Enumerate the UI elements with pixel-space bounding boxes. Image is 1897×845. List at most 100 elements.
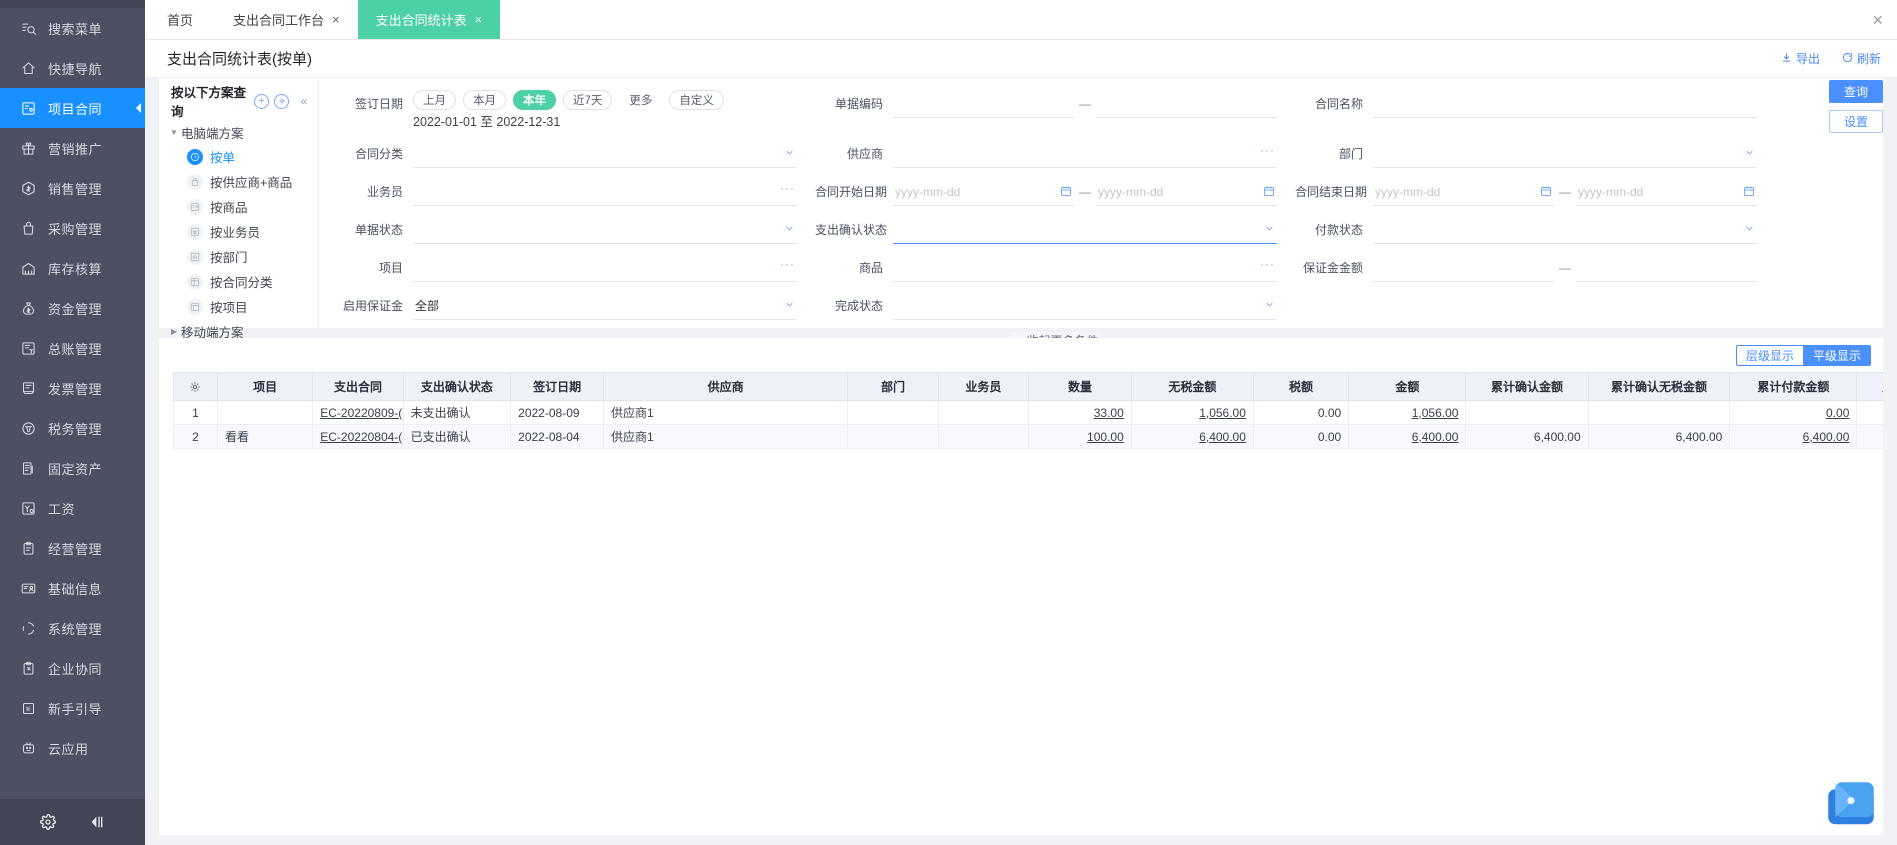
sidebar-item-15[interactable]: 系统管理	[0, 608, 145, 648]
sidebar-menu[interactable]: 搜索菜单 快捷导航 项目合同 营销推广 销售管理 采购管理 库存核算 资金管理 总账管理 发票管理…	[0, 8, 145, 799]
scheme-node-0-3[interactable]: 按业务员	[159, 219, 318, 244]
sidebar-item-14[interactable]: 基础信息	[0, 568, 145, 608]
bill-code-input[interactable]	[893, 90, 1074, 118]
add-scheme-icon[interactable]: +	[254, 93, 269, 109]
tab-1[interactable]: 支出合同工作台 ×	[215, 0, 358, 39]
sidebar-item-9[interactable]: 发票管理	[0, 368, 145, 408]
sidebar-item-6[interactable]: 库存核算	[0, 248, 145, 288]
tab-close-icon[interactable]: ×	[332, 12, 340, 27]
scheme-group-0[interactable]: ▼ 电脑端方案	[159, 120, 318, 144]
sidebar-item-16[interactable]: 企业协同	[0, 648, 145, 688]
refresh-button[interactable]: 刷新	[1842, 50, 1881, 67]
sidebar-item-5[interactable]: 采购管理	[0, 208, 145, 248]
bill-status-input[interactable]	[413, 216, 797, 244]
cell-tax: 0.00	[1252, 400, 1350, 425]
salesperson-input[interactable]	[413, 178, 797, 206]
gear-icon[interactable]	[40, 814, 57, 830]
query-button[interactable]: 查询	[1829, 80, 1883, 103]
sidebar-item-7[interactable]: 资金管理	[0, 288, 145, 328]
deposit-amount-input-2[interactable]	[1576, 254, 1757, 282]
chevron-right-icon[interactable]: ▶	[170, 326, 178, 336]
sidebar-item-11[interactable]: 固定资产	[0, 448, 145, 488]
sidebar-item-2[interactable]: 项目合同	[0, 88, 145, 128]
deposit-amount-input[interactable]	[1373, 254, 1554, 282]
sidebar-item-17[interactable]: 新 新手引导	[0, 688, 145, 728]
sidebar-item-3[interactable]: 营销推广	[0, 128, 145, 168]
complete-status-input[interactable]	[893, 292, 1277, 320]
scheme-node-0-0[interactable]: 按单	[159, 144, 318, 169]
date-quick-1[interactable]: 本月	[463, 90, 506, 110]
goods-input[interactable]	[893, 254, 1277, 282]
cell-link-amount_no_tax[interactable]: 1,056.00	[1199, 405, 1246, 420]
header-actions: 导出 刷新	[1781, 50, 1881, 67]
sidebar-item-18[interactable]: 云应用	[0, 728, 145, 768]
cell-link-contract[interactable]: EC-20220804-(	[320, 429, 403, 444]
department-input[interactable]	[1373, 140, 1757, 168]
supplier-input[interactable]	[893, 140, 1277, 168]
scheme-tree[interactable]: ▼ 电脑端方案 按单 按供应商+商品 按商品 按业务员 按部门 按合同分类 按项目 ▶ 移动端方案	[159, 114, 318, 343]
close-all-tabs-button[interactable]: ×	[1872, 9, 1883, 30]
hierarchy-display-button[interactable]: 层级显示	[1735, 344, 1803, 366]
cell-link-contract[interactable]: EC-20220809-(	[320, 405, 403, 420]
scheme-collapse-icon[interactable]: «	[300, 94, 308, 108]
supplier-goods-icon	[187, 173, 203, 190]
date-quick-5[interactable]: 自定义	[669, 90, 724, 110]
cell-link-qty[interactable]: 100.00	[1087, 429, 1124, 444]
scheme-node-0-2[interactable]: 按商品	[159, 194, 318, 219]
collapse-panel-icon[interactable]	[89, 814, 105, 830]
contract-start-date-input-2[interactable]	[1096, 178, 1277, 206]
date-range-text[interactable]: 2022-01-01 至 2022-12-31	[413, 115, 561, 129]
sidebar-item-4[interactable]: 销售管理	[0, 168, 145, 208]
chevron-down-icon[interactable]: ▼	[170, 127, 178, 137]
scheme-settings-icon[interactable]	[274, 93, 289, 109]
sidebar-item-1[interactable]: 快捷导航	[0, 48, 145, 88]
scheme-node-0-1[interactable]: 按供应商+商品	[159, 169, 318, 194]
cell-link-qty[interactable]: 33.00	[1093, 405, 1124, 420]
contract-end-date-input[interactable]	[1373, 178, 1554, 206]
flat-display-button[interactable]: 平级显示	[1802, 344, 1871, 366]
tab-bar[interactable]: 首页 支出合同工作台 × 支出合同统计表 × ×	[145, 0, 1897, 40]
table-row[interactable]: 1 EC-20220809-(未支出确认 2022-08-09 供应商1 33.00 1,…	[173, 400, 1883, 425]
scheme-node-0-4[interactable]: 按部门	[159, 244, 318, 269]
floating-assistant-icon[interactable]	[1823, 777, 1879, 833]
contract-category-input[interactable]	[413, 140, 797, 168]
cell-link-amount_no_tax[interactable]: 6,400.00	[1199, 429, 1246, 444]
settings-button[interactable]: 设置	[1829, 110, 1883, 133]
sidebar-item-13[interactable]: 经营管理	[0, 528, 145, 568]
table-row[interactable]: 2 看看 EC-20220804-(已支出确认 2022-08-04 供应商1 100.0…	[173, 424, 1883, 449]
display-mode-toggle[interactable]: 层级显示 平级显示	[1735, 344, 1871, 366]
project-input[interactable]	[413, 254, 797, 282]
scheme-node-0-5[interactable]: 按合同分类	[159, 269, 318, 294]
date-quick-4[interactable]: 更多	[619, 90, 663, 110]
contract-end-date-input-2[interactable]	[1576, 178, 1757, 206]
bill-code-input-2[interactable]	[1096, 90, 1277, 118]
table-scroll-area[interactable]: 项目 支出合同 支出确认状态 签订日期 供应商 部门 业务员 数量 无税金额 税额 金额 累计确认金额…	[159, 372, 1883, 835]
date-quick-0[interactable]: 上月	[413, 90, 456, 110]
scheme-node-0-6[interactable]: 按项目	[159, 294, 318, 319]
contract-start-date-input[interactable]	[893, 178, 1074, 206]
column-header-tax: 税额	[1252, 372, 1350, 401]
date-quick-3[interactable]: 近7天	[563, 90, 613, 110]
contract-name-input[interactable]	[1373, 90, 1757, 118]
payment-status-input[interactable]	[1373, 216, 1757, 244]
cell-link-cum_paid_amount[interactable]: 6,400.00	[1802, 429, 1850, 444]
cell-link-amount[interactable]: 6,400.00	[1411, 429, 1459, 444]
tab-2[interactable]: 支出合同统计表 ×	[357, 0, 501, 39]
scheme-title: 按以下方案查询	[171, 86, 247, 119]
enable-deposit-input[interactable]	[413, 292, 797, 320]
sidebar-item-12[interactable]: 工资	[0, 488, 145, 528]
sidebar-item-8[interactable]: 总账管理	[0, 328, 145, 368]
scheme-group-1[interactable]: ▶ 移动端方案	[159, 319, 318, 343]
date-quick-2[interactable]: 本年	[513, 90, 556, 110]
tab-close-icon[interactable]: ×	[474, 12, 483, 27]
date-quick-buttons[interactable]: 上月 本月 本年 近7天 更多 自定义	[413, 90, 797, 110]
expense-confirm-status-input[interactable]	[893, 216, 1277, 244]
cell-link-cum_paid_amount[interactable]: 0.00	[1826, 405, 1850, 420]
sidebar-item-10[interactable]: 税务管理	[0, 408, 145, 448]
tab-0[interactable]: 首页	[145, 0, 215, 39]
filter-bill-status: 单据状态	[335, 216, 815, 244]
cell-link-amount[interactable]: 1,056.00	[1411, 405, 1459, 420]
export-button[interactable]: 导出	[1781, 50, 1820, 67]
column-settings-gear-icon[interactable]	[173, 372, 218, 401]
sidebar-item-0[interactable]: 搜索菜单	[0, 8, 145, 48]
